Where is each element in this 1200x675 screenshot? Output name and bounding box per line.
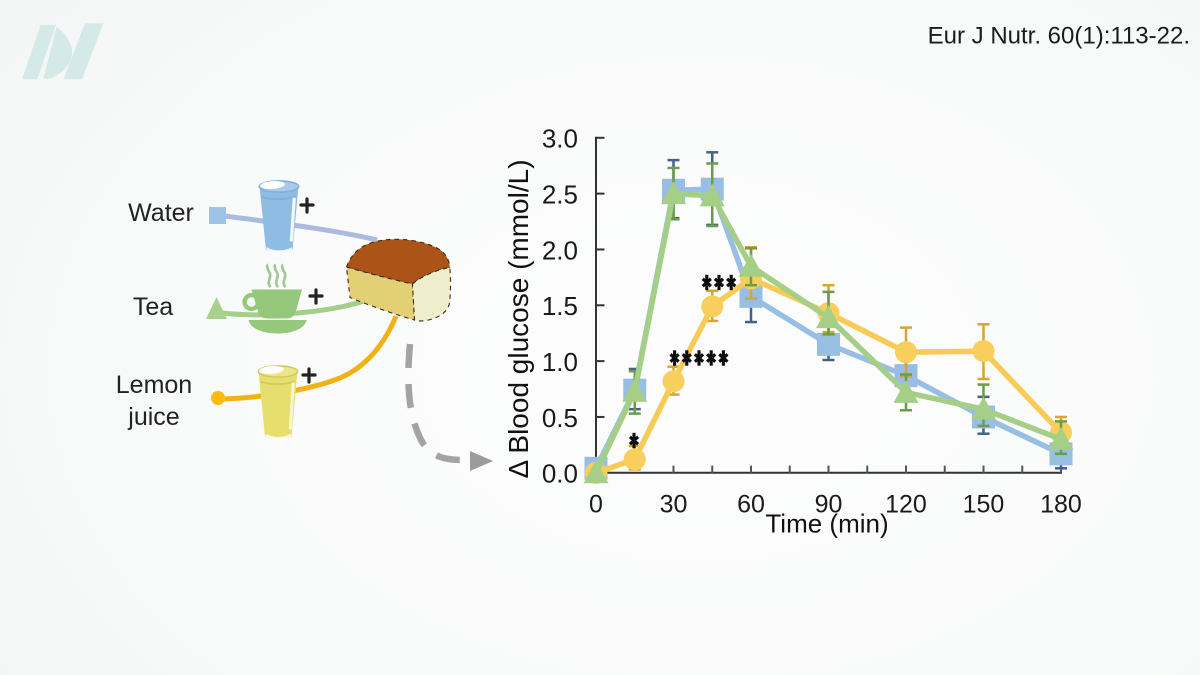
svg-text:90: 90: [815, 491, 843, 519]
svg-text:2.5: 2.5: [542, 179, 578, 209]
svg-text:Tea: Tea: [133, 293, 173, 321]
svg-text:150: 150: [963, 491, 1005, 519]
svg-text:Water: Water: [128, 199, 194, 227]
svg-text:2.0: 2.0: [542, 235, 578, 265]
svg-text:3.0: 3.0: [542, 124, 578, 154]
svg-text:0: 0: [589, 491, 603, 519]
svg-text:Time (min): Time (min): [765, 509, 888, 539]
svg-text:juice: juice: [127, 403, 179, 431]
svg-text:180: 180: [1040, 491, 1082, 519]
svg-text:120: 120: [885, 491, 927, 519]
svg-text:0.5: 0.5: [542, 403, 578, 433]
svg-text:1.5: 1.5: [542, 291, 578, 321]
svg-text:Lemon: Lemon: [116, 371, 192, 399]
svg-text:60: 60: [737, 491, 765, 519]
svg-text:Δ Blood glucose (mmol/L): Δ Blood glucose (mmol/L): [503, 159, 534, 478]
svg-text:30: 30: [660, 491, 688, 519]
svg-text:1.0: 1.0: [542, 347, 578, 377]
svg-text:Eur J Nutr. 60(1):113-22.: Eur J Nutr. 60(1):113-22.: [928, 23, 1190, 50]
svg-text:0.0: 0.0: [542, 459, 578, 489]
